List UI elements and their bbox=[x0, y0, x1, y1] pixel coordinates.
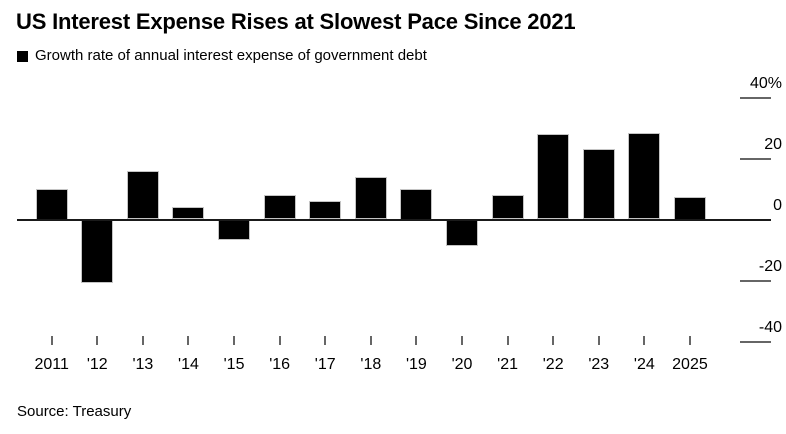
x-axis-tick bbox=[688, 336, 691, 345]
x-axis-tick bbox=[324, 336, 327, 345]
x-axis-label: '23 bbox=[588, 356, 610, 373]
x-axis-label: '19 bbox=[405, 356, 427, 373]
bar-19 bbox=[400, 189, 433, 220]
x-axis-label: '13 bbox=[132, 356, 154, 373]
bar-12 bbox=[81, 219, 114, 284]
x-axis-tick bbox=[369, 336, 372, 345]
x-axis-label: '12 bbox=[86, 356, 108, 373]
x-axis-tick bbox=[552, 336, 555, 345]
legend-label: Growth rate of annual interest expense o… bbox=[35, 47, 427, 64]
y-axis-tick bbox=[740, 279, 771, 282]
x-axis-label: '16 bbox=[269, 356, 291, 373]
bar-21 bbox=[491, 195, 524, 220]
y-axis-tick bbox=[740, 96, 771, 99]
x-axis-tick bbox=[597, 336, 600, 345]
x-axis-tick bbox=[187, 336, 190, 345]
bar-20 bbox=[446, 219, 478, 247]
x-axis-tick bbox=[506, 336, 509, 345]
zero-baseline bbox=[17, 218, 771, 221]
bar-24 bbox=[628, 132, 661, 220]
x-axis-tick bbox=[50, 336, 53, 345]
x-axis-label: '20 bbox=[451, 356, 473, 373]
y-axis-label: 20 bbox=[764, 135, 782, 153]
bar-22 bbox=[537, 134, 570, 220]
x-axis-tick bbox=[643, 336, 646, 345]
x-axis-tick bbox=[278, 336, 281, 345]
x-axis-label: '24 bbox=[633, 356, 655, 373]
bar-15 bbox=[218, 219, 251, 241]
y-axis-label: 0 bbox=[773, 196, 782, 214]
x-axis-label: '18 bbox=[360, 356, 382, 373]
x-axis-label: '14 bbox=[178, 356, 199, 373]
y-axis-label: -20 bbox=[758, 257, 782, 275]
x-axis-tick bbox=[96, 336, 99, 345]
x-axis-label: '21 bbox=[497, 356, 519, 373]
bar-18 bbox=[354, 176, 387, 220]
x-axis-label: '15 bbox=[223, 356, 245, 373]
x-axis-label: '22 bbox=[542, 356, 564, 373]
bar-2011 bbox=[35, 189, 68, 220]
x-axis-label: 2011 bbox=[34, 356, 69, 373]
bar-16 bbox=[263, 195, 296, 220]
source-note: Source: Treasury bbox=[17, 403, 132, 420]
x-axis-tick bbox=[141, 336, 144, 345]
y-axis-label: -40 bbox=[758, 318, 782, 336]
y-axis-label: 40% bbox=[749, 74, 782, 92]
x-axis-label: '17 bbox=[314, 356, 336, 373]
bar-2025 bbox=[673, 196, 706, 220]
x-axis-tick bbox=[233, 336, 236, 345]
bar-23 bbox=[582, 149, 615, 220]
bar-17 bbox=[309, 201, 342, 220]
legend: Growth rate of annual interest expense o… bbox=[17, 47, 427, 65]
x-axis-tick bbox=[415, 336, 418, 345]
y-axis-tick bbox=[740, 157, 771, 160]
y-axis-tick bbox=[740, 340, 771, 343]
bar-13 bbox=[126, 170, 159, 220]
legend-swatch-icon bbox=[17, 50, 28, 62]
x-axis-label: 2025 bbox=[672, 356, 708, 373]
x-axis-tick bbox=[461, 336, 463, 345]
chart-title: US Interest Expense Rises at Slowest Pac… bbox=[16, 9, 576, 34]
